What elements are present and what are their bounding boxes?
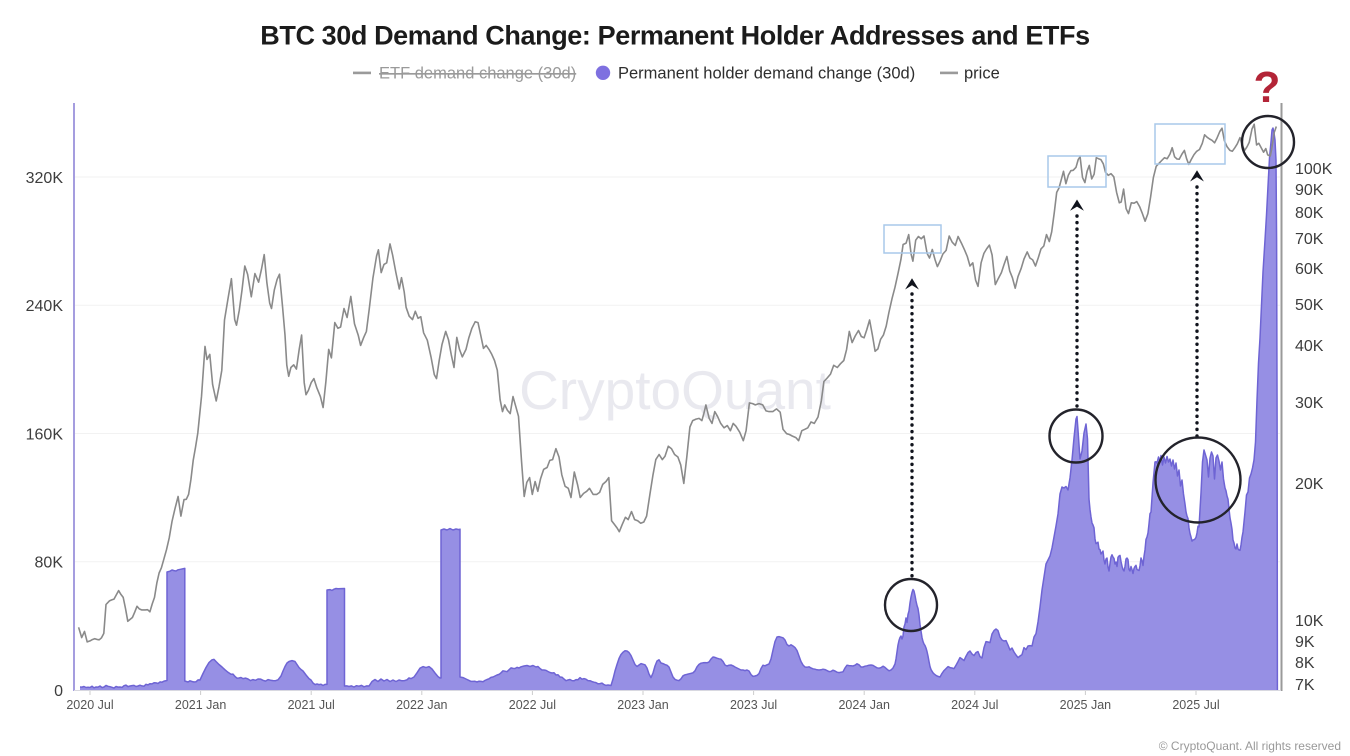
svg-text:240K: 240K [26,298,64,315]
svg-text:BTC 30d Demand Change: Permane: BTC 30d Demand Change: Permanent Holder … [260,21,1090,51]
svg-text:2023 Jan: 2023 Jan [617,698,668,712]
svg-text:?: ? [1254,63,1281,112]
svg-text:160K: 160K [26,426,64,443]
svg-text:2022 Jul: 2022 Jul [509,698,556,712]
svg-text:60K: 60K [1295,261,1324,278]
svg-text:price: price [964,65,1000,83]
svg-text:CryptoQuant: CryptoQuant [519,359,831,421]
svg-text:80K: 80K [35,555,64,572]
svg-text:8K: 8K [1295,655,1315,672]
svg-text:20K: 20K [1295,476,1324,493]
svg-text:2020 Jul: 2020 Jul [66,698,113,712]
svg-text:© CryptoQuant. All rights rese: © CryptoQuant. All rights reserved [1159,739,1341,753]
svg-text:70K: 70K [1295,231,1324,248]
svg-text:50K: 50K [1295,297,1324,314]
svg-text:2024 Jul: 2024 Jul [951,698,998,712]
svg-text:2025 Jan: 2025 Jan [1060,698,1111,712]
svg-text:2022 Jan: 2022 Jan [396,698,447,712]
svg-text:2021 Jul: 2021 Jul [288,698,335,712]
svg-text:40K: 40K [1295,338,1324,355]
svg-text:0: 0 [54,683,63,700]
svg-text:30K: 30K [1295,395,1324,412]
svg-text:10K: 10K [1295,613,1324,630]
svg-text:90K: 90K [1295,182,1324,199]
svg-text:2025 Jul: 2025 Jul [1172,698,1219,712]
svg-text:2021 Jan: 2021 Jan [175,698,226,712]
svg-text:100K: 100K [1295,161,1333,178]
svg-text:9K: 9K [1295,634,1315,651]
svg-text:80K: 80K [1295,205,1324,222]
svg-text:Permanent holder demand change: Permanent holder demand change (30d) [618,65,915,83]
svg-text:2023 Jul: 2023 Jul [730,698,777,712]
svg-text:7K: 7K [1295,677,1315,694]
svg-text:ETF demand change (30d): ETF demand change (30d) [379,65,576,83]
svg-text:2024 Jan: 2024 Jan [838,698,889,712]
svg-text:320K: 320K [26,170,64,187]
